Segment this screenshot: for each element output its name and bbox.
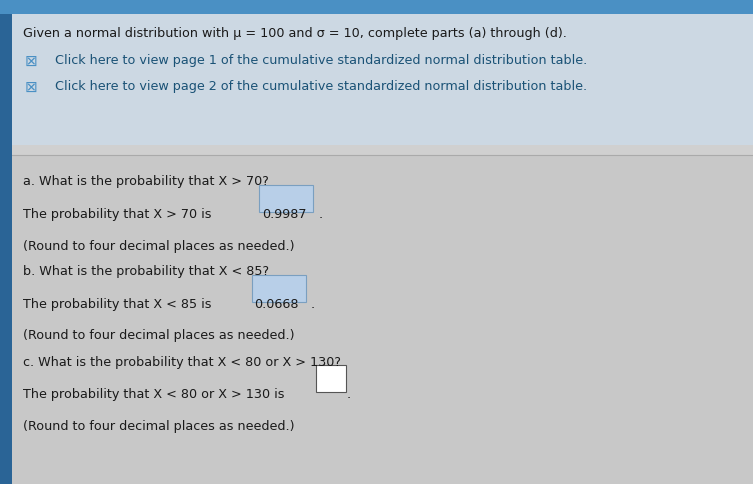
FancyBboxPatch shape xyxy=(0,0,753,14)
Text: Click here to view page 1 of the cumulative standardized normal distribution tab: Click here to view page 1 of the cumulat… xyxy=(55,54,587,67)
Text: (Round to four decimal places as needed.): (Round to four decimal places as needed.… xyxy=(23,240,294,253)
Text: Click here to view page 2 of the cumulative standardized normal distribution tab: Click here to view page 2 of the cumulat… xyxy=(55,80,587,93)
Text: .: . xyxy=(315,208,323,221)
Text: .: . xyxy=(307,298,316,311)
Text: The probability that X < 85 is: The probability that X < 85 is xyxy=(23,298,215,311)
FancyBboxPatch shape xyxy=(0,0,753,145)
FancyBboxPatch shape xyxy=(252,275,306,302)
Text: 0.0668: 0.0668 xyxy=(255,298,299,311)
FancyBboxPatch shape xyxy=(12,155,753,484)
Text: 0.9987: 0.9987 xyxy=(262,208,306,221)
Text: Given a normal distribution with μ = 100 and σ = 10, complete parts (a) through : Given a normal distribution with μ = 100… xyxy=(23,27,566,40)
Text: (Round to four decimal places as needed.): (Round to four decimal places as needed.… xyxy=(23,420,294,433)
Text: b. What is the probability that X < 85?: b. What is the probability that X < 85? xyxy=(23,265,269,278)
Text: The probability that X < 80 or X > 130 is: The probability that X < 80 or X > 130 i… xyxy=(23,388,288,401)
Text: (Round to four decimal places as needed.): (Round to four decimal places as needed.… xyxy=(23,329,294,342)
Text: c. What is the probability that X < 80 or X > 130?: c. What is the probability that X < 80 o… xyxy=(23,356,340,369)
Text: ⊠: ⊠ xyxy=(25,54,38,69)
Text: a. What is the probability that X > 70?: a. What is the probability that X > 70? xyxy=(23,175,269,188)
FancyBboxPatch shape xyxy=(259,185,313,212)
Text: .: . xyxy=(346,388,350,401)
Text: ⊠: ⊠ xyxy=(25,80,38,95)
FancyBboxPatch shape xyxy=(0,0,12,484)
Text: The probability that X > 70 is: The probability that X > 70 is xyxy=(23,208,215,221)
FancyBboxPatch shape xyxy=(316,365,346,392)
